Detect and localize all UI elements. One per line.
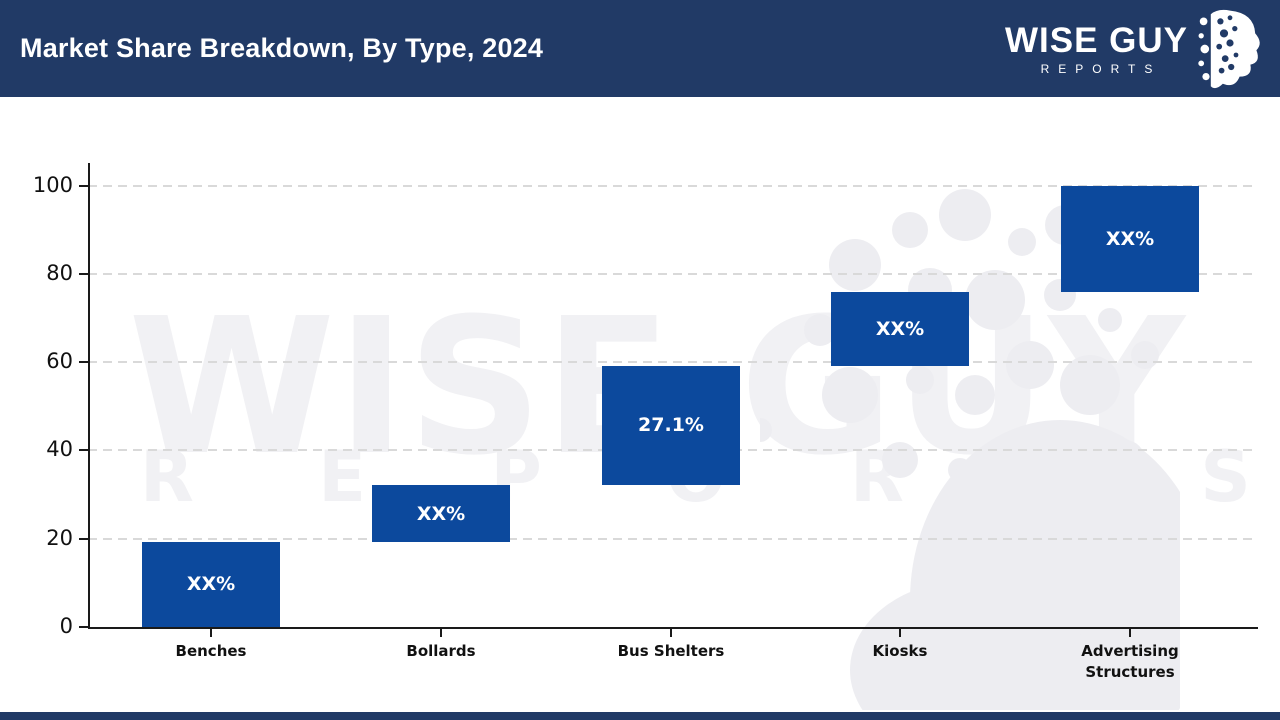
- y-tick-label: 80: [46, 260, 73, 285]
- y-axis-tick: [79, 626, 88, 628]
- x-axis-tick: [440, 629, 442, 637]
- bar-value-label: XX%: [875, 318, 925, 341]
- page-title: Market Share Breakdown, By Type, 2024: [20, 33, 544, 63]
- bar-value-label: 27.1%: [638, 414, 704, 437]
- y-tick-label: 20: [46, 525, 73, 550]
- bar-benches: XX%: [142, 541, 280, 627]
- bar-value-label: XX%: [416, 502, 466, 525]
- y-axis-tick: [79, 361, 88, 364]
- header: Market Share Breakdown, By Type, 2024 WI…: [0, 0, 1280, 97]
- x-axis-tick: [1129, 629, 1131, 637]
- y-tick-label: 100: [32, 172, 73, 197]
- brand-wordmark-line2: REPORTS: [1040, 61, 1162, 76]
- brand-logo: WISE GUY REPORTS: [1005, 0, 1266, 97]
- bar-value-label: XX%: [186, 573, 236, 596]
- brand-wordmark: WISE GUY REPORTS: [1005, 23, 1188, 75]
- chart-area: 0 20 40 60 80 100 XX% Benches XX% Bollards 27.1% Bu…: [0, 97, 1280, 712]
- bar-advertising-structures: XX%: [1061, 186, 1199, 293]
- x-tick-label: Kiosks: [872, 642, 928, 660]
- watermark-head-icon: [760, 189, 1180, 710]
- x-axis-tick: [210, 629, 212, 637]
- y-tick-label: 60: [46, 349, 73, 374]
- gridline: [88, 272, 1258, 275]
- y-axis: [88, 163, 90, 629]
- x-axis-tick: [899, 629, 901, 637]
- x-axis-tick: [670, 629, 672, 637]
- y-axis-tick: [79, 537, 88, 540]
- x-tick-label: Bus Shelters: [617, 642, 725, 660]
- gridline: [88, 537, 1258, 540]
- brand-head-icon: [1198, 9, 1260, 88]
- y-tick-label: 40: [46, 437, 73, 462]
- x-tick-label: Benches: [175, 642, 247, 660]
- x-tick-label: Advertising Structures: [1081, 642, 1179, 681]
- y-axis-tick: [79, 272, 88, 275]
- x-axis: [88, 627, 1258, 629]
- y-tick-label: 0: [59, 614, 73, 638]
- brand-wordmark-line1: WISE GUY: [1004, 20, 1188, 60]
- bar-bus-shelters: 27.1%: [602, 365, 740, 486]
- y-axis-tick: [79, 449, 88, 452]
- gridline: [88, 361, 1258, 364]
- gridline: [88, 184, 1258, 187]
- y-axis-tick: [79, 184, 88, 187]
- footer-bar: [0, 712, 1280, 720]
- bar-kiosks: XX%: [831, 292, 969, 366]
- bar-value-label: XX%: [1105, 228, 1155, 251]
- bar-bollards: XX%: [372, 485, 510, 542]
- x-tick-label: Bollards: [406, 642, 476, 660]
